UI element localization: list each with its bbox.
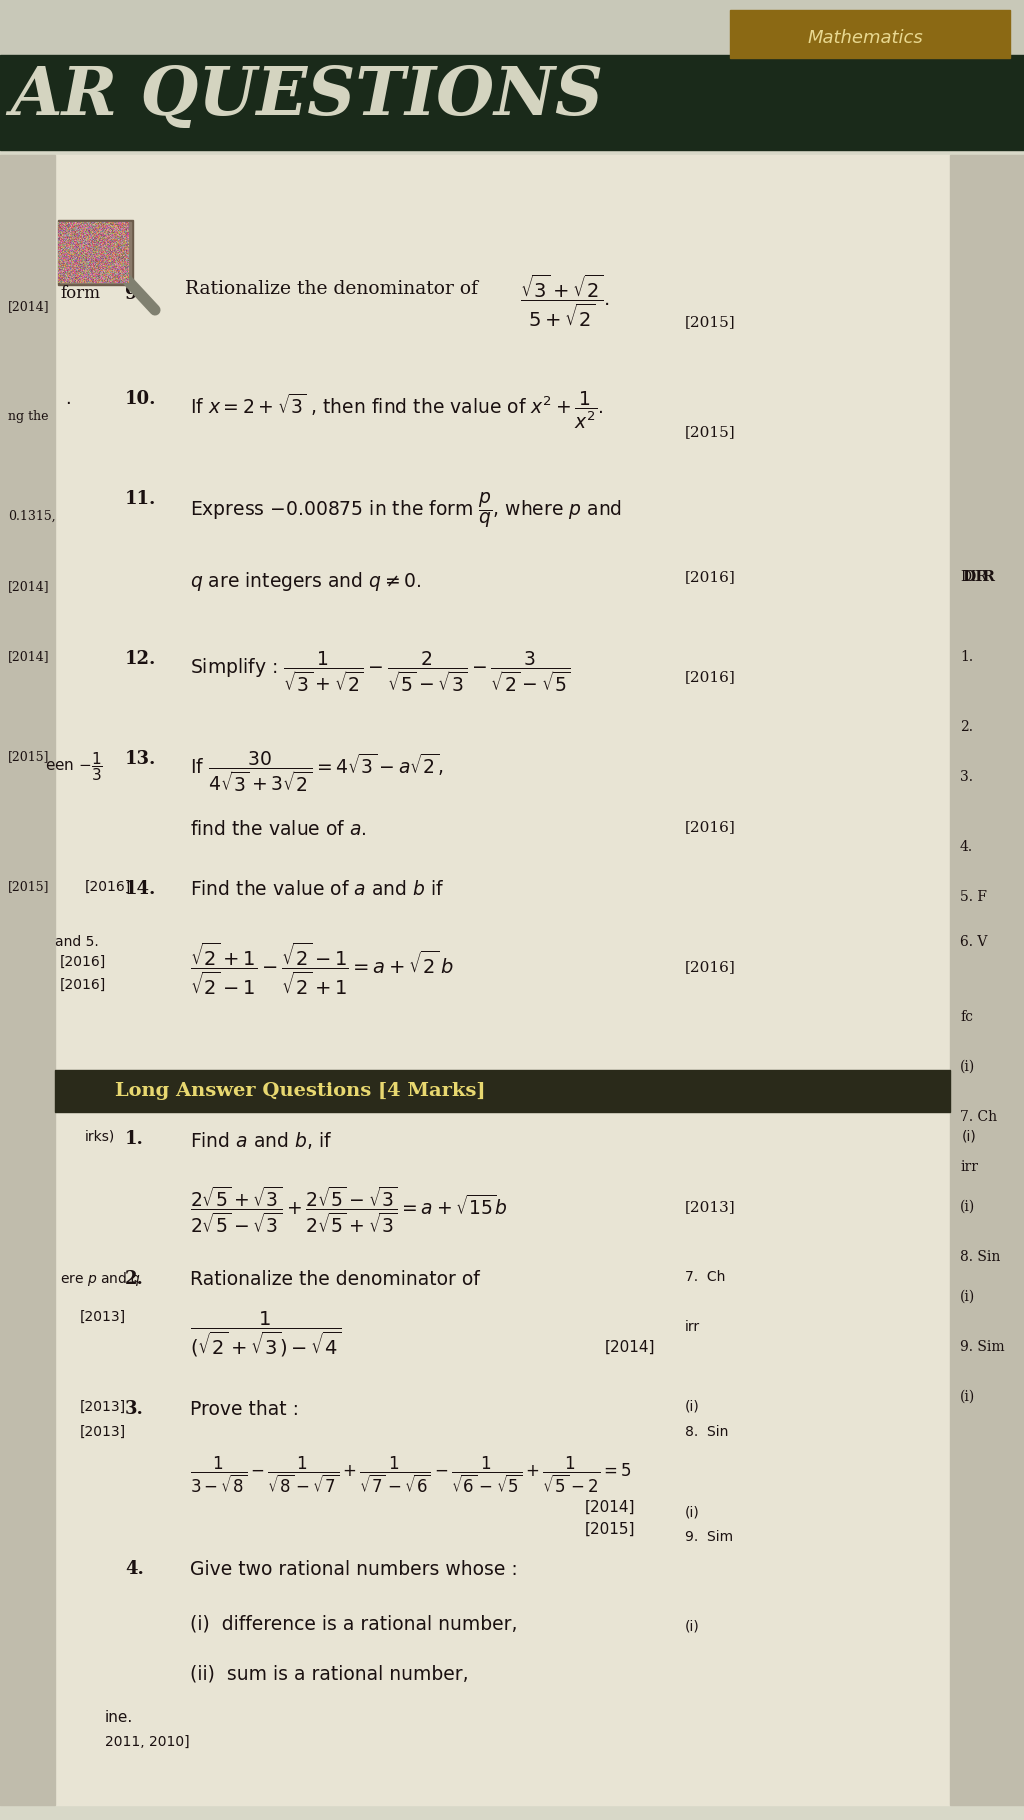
- Text: [2015]: [2015]: [8, 881, 49, 894]
- Text: 7.  Ch: 7. Ch: [685, 1270, 725, 1283]
- Text: (i): (i): [961, 1059, 975, 1074]
- Text: 11.: 11.: [125, 490, 157, 508]
- Text: 6. V: 6. V: [961, 935, 987, 948]
- Text: Find $a$ and $b$, if: Find $a$ and $b$, if: [190, 1130, 333, 1150]
- Text: [2016]: [2016]: [85, 881, 131, 894]
- Text: 9.  Sim: 9. Sim: [685, 1531, 733, 1543]
- Text: 12.: 12.: [125, 650, 157, 668]
- Text: [2013]: [2013]: [685, 1199, 735, 1214]
- Text: 4.: 4.: [125, 1560, 144, 1578]
- Text: (i): (i): [961, 1199, 975, 1214]
- Text: [2015]: [2015]: [8, 750, 49, 763]
- Text: [2014]: [2014]: [8, 650, 49, 662]
- Text: (i): (i): [962, 1130, 977, 1145]
- Text: 2.: 2.: [125, 1270, 144, 1289]
- Bar: [0, 155, 55, 1805]
- Bar: [730, 9, 1010, 58]
- Bar: [0, 55, 1024, 149]
- Bar: [55, 1070, 950, 1112]
- Text: $\dfrac{1}{(\sqrt{2}+\sqrt{3})-\sqrt{4}}$: $\dfrac{1}{(\sqrt{2}+\sqrt{3})-\sqrt{4}}…: [190, 1310, 341, 1360]
- Text: Long Answer Questions [4 Marks]: Long Answer Questions [4 Marks]: [115, 1083, 485, 1099]
- Text: [2016]: [2016]: [685, 959, 736, 974]
- Text: irks): irks): [85, 1130, 116, 1145]
- Text: 0.1315,: 0.1315,: [8, 510, 55, 522]
- Text: Mathematics: Mathematics: [807, 29, 923, 47]
- Text: AR QUESTIONS: AR QUESTIONS: [10, 64, 603, 129]
- Text: 10.: 10.: [125, 389, 157, 408]
- Text: $\dfrac{2\sqrt{5}+\sqrt{3}}{2\sqrt{5}-\sqrt{3}}+\dfrac{2\sqrt{5}-\sqrt{3}}{2\sqr: $\dfrac{2\sqrt{5}+\sqrt{3}}{2\sqrt{5}-\s…: [190, 1185, 508, 1236]
- Text: [2016]: [2016]: [685, 570, 736, 584]
- Text: 3.: 3.: [125, 1400, 144, 1418]
- Text: [2013]: [2013]: [80, 1400, 126, 1414]
- Text: 1.: 1.: [961, 650, 973, 664]
- Text: [2015]: [2015]: [585, 1522, 636, 1538]
- Text: irr: irr: [961, 1159, 978, 1174]
- Text: (ii)  sum is a rational number,: (ii) sum is a rational number,: [190, 1665, 469, 1684]
- Text: If $\dfrac{30}{4\sqrt{3}+3\sqrt{2}}=4\sqrt{3}-a\sqrt{2}$,: If $\dfrac{30}{4\sqrt{3}+3\sqrt{2}}=4\sq…: [190, 750, 443, 794]
- Text: 9.: 9.: [125, 286, 144, 302]
- Text: $\dfrac{\sqrt{2}+1}{\sqrt{2}-1}-\dfrac{\sqrt{2}-1}{\sqrt{2}+1}=a+\sqrt{2}\,b$: $\dfrac{\sqrt{2}+1}{\sqrt{2}-1}-\dfrac{\…: [190, 939, 455, 997]
- Text: form: form: [60, 286, 100, 302]
- Text: Give two rational numbers whose :: Give two rational numbers whose :: [190, 1560, 518, 1580]
- Text: find the value of $a$.: find the value of $a$.: [190, 821, 367, 839]
- Text: (i): (i): [685, 1400, 699, 1414]
- Text: [2013]: [2013]: [80, 1425, 126, 1440]
- Text: Simplify : $\dfrac{1}{\sqrt{3}+\sqrt{2}}-\dfrac{2}{\sqrt{5}-\sqrt{3}}-\dfrac{3}{: Simplify : $\dfrac{1}{\sqrt{3}+\sqrt{2}}…: [190, 650, 571, 693]
- Text: (i): (i): [961, 1290, 975, 1303]
- Text: 4.: 4.: [961, 841, 973, 854]
- Text: irr: irr: [685, 1320, 700, 1334]
- Text: [2016]: [2016]: [60, 956, 106, 968]
- Bar: [58, 220, 133, 286]
- Text: [2016]: [2016]: [685, 670, 736, 684]
- Text: een $-\dfrac{1}{3}$: een $-\dfrac{1}{3}$: [45, 750, 102, 783]
- Text: [2016]: [2016]: [60, 977, 106, 992]
- Text: (i)  difference is a rational number,: (i) difference is a rational number,: [190, 1614, 517, 1634]
- Text: .: .: [65, 389, 71, 408]
- Text: $\dfrac{\sqrt{3}+\sqrt{2}}{5+\sqrt{2}}$.: $\dfrac{\sqrt{3}+\sqrt{2}}{5+\sqrt{2}}$.: [520, 271, 610, 328]
- Text: 2011, 2010]: 2011, 2010]: [105, 1734, 189, 1749]
- Text: and 5.: and 5.: [55, 935, 98, 948]
- Text: 7. Ch: 7. Ch: [961, 1110, 997, 1125]
- Text: DIR: DIR: [962, 570, 995, 584]
- Text: [2013]: [2013]: [80, 1310, 126, 1323]
- Text: (i): (i): [685, 1505, 699, 1520]
- Text: fc: fc: [961, 1010, 973, 1025]
- Text: 5. F: 5. F: [961, 890, 987, 905]
- Text: Find the value of $a$ and $b$ if: Find the value of $a$ and $b$ if: [190, 881, 444, 899]
- Text: [2014]: [2014]: [605, 1340, 655, 1356]
- Text: 3.: 3.: [961, 770, 973, 784]
- Text: Rationalize the denominator of: Rationalize the denominator of: [190, 1270, 480, 1289]
- Text: ere $p$ and $q$: ere $p$ and $q$: [60, 1270, 141, 1289]
- Text: [2015]: [2015]: [685, 426, 735, 439]
- Text: Prove that :: Prove that :: [190, 1400, 299, 1420]
- Text: 8.  Sin: 8. Sin: [685, 1425, 728, 1440]
- Text: [2014]: [2014]: [585, 1500, 636, 1514]
- Text: $q$ are integers and $q\neq 0$.: $q$ are integers and $q\neq 0$.: [190, 570, 421, 593]
- Text: Express $-0.00875$ in the form $\dfrac{p}{q}$, where $p$ and: Express $-0.00875$ in the form $\dfrac{p…: [190, 490, 622, 530]
- Bar: [950, 155, 1024, 1805]
- Text: 8. Sin: 8. Sin: [961, 1250, 1000, 1265]
- Text: [2014]: [2014]: [8, 300, 49, 313]
- Text: 9. Sim: 9. Sim: [961, 1340, 1005, 1354]
- Bar: [0, 0, 1024, 55]
- Text: ine.: ine.: [105, 1711, 133, 1725]
- Text: 1.: 1.: [125, 1130, 144, 1148]
- Text: 2.: 2.: [961, 721, 973, 733]
- Text: [2016]: [2016]: [685, 821, 736, 834]
- Text: [2014]: [2014]: [8, 581, 49, 593]
- Text: [2015]: [2015]: [685, 315, 735, 329]
- Text: 14.: 14.: [125, 881, 157, 897]
- Bar: [55, 155, 950, 1805]
- Text: 13.: 13.: [125, 750, 157, 768]
- Bar: [60, 222, 131, 282]
- Text: (i): (i): [961, 1390, 975, 1403]
- Text: (i): (i): [685, 1620, 699, 1634]
- Text: Rationalize the denominator of: Rationalize the denominator of: [185, 280, 478, 298]
- Text: DIR: DIR: [961, 570, 987, 584]
- Text: If $x=2+\sqrt{3}$ , then find the value of $x^2+\dfrac{1}{x^2}$.: If $x=2+\sqrt{3}$ , then find the value …: [190, 389, 604, 431]
- Text: $\dfrac{1}{3-\sqrt{8}}-\dfrac{1}{\sqrt{8}-\sqrt{7}}+\dfrac{1}{\sqrt{7}-\sqrt{6}}: $\dfrac{1}{3-\sqrt{8}}-\dfrac{1}{\sqrt{8…: [190, 1454, 632, 1496]
- Text: ng the: ng the: [8, 410, 48, 422]
